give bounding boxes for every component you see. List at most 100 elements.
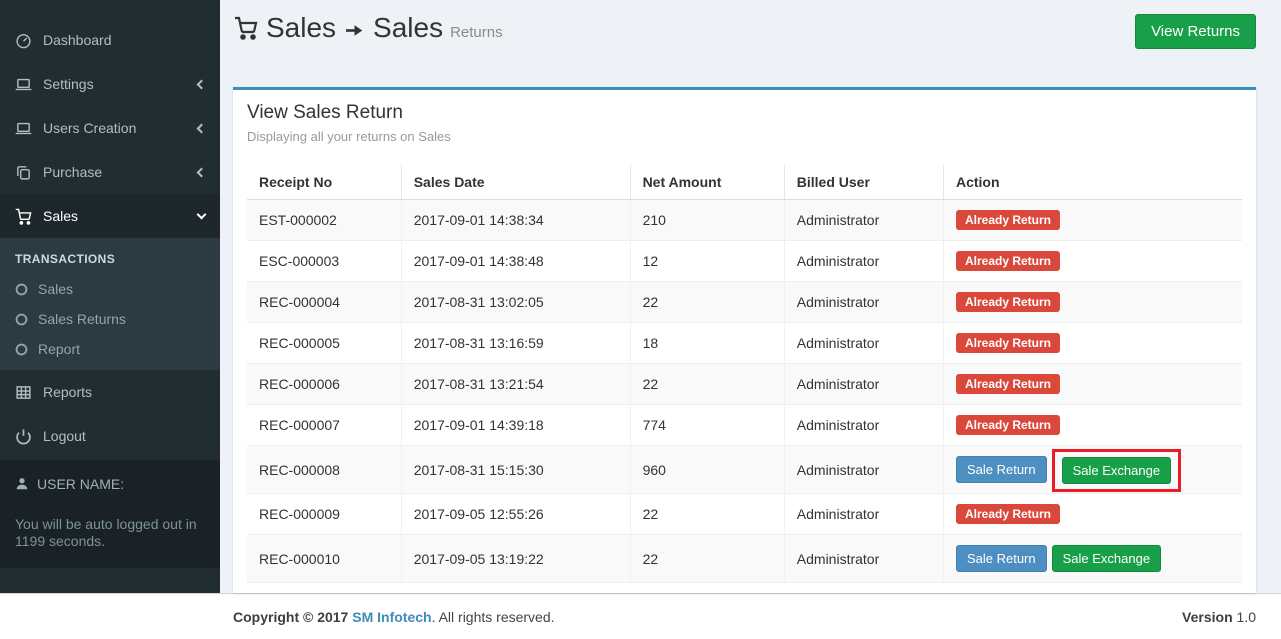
already-return-badge: Already Return	[955, 210, 1060, 230]
action-cell: Already Return	[943, 363, 1242, 405]
table-row: REC-000010 2017-09-05 13:19:22 22 Administr…	[247, 534, 1242, 583]
laptop-icon	[15, 120, 32, 137]
column-header-billed-user: Billed User	[784, 165, 944, 200]
net-amount-cell: 18	[630, 322, 785, 364]
sales-date-cell: 2017-09-01 14:38:34	[401, 199, 631, 241]
sales-date-cell: 2017-08-31 15:15:30	[401, 445, 631, 494]
sale-return-button[interactable]: Sale Return	[955, 456, 1047, 483]
action-cell: Already Return	[943, 199, 1242, 241]
already-return-badge: Already Return	[955, 504, 1060, 524]
user-icon	[15, 477, 29, 491]
chevron-left-icon	[196, 167, 207, 177]
submenu-item-report[interactable]: Report	[0, 334, 220, 364]
sidebar-item-purchase[interactable]: Purchase	[0, 150, 220, 194]
footer: Copyright © 2017 SM Infotech. All rights…	[0, 593, 1281, 639]
billed-user-cell: Administrator	[784, 493, 944, 535]
table-row: EST-000002 2017-09-01 14:38:34 210 Administ…	[247, 199, 1242, 241]
already-return-badge: Already Return	[955, 415, 1060, 435]
breadcrumb-primary: Sales	[266, 12, 337, 43]
version-text: Version 1.0	[1182, 609, 1256, 625]
sales-returns-table-body: EST-000002 2017-09-01 14:38:34 210 Administ…	[247, 199, 1242, 583]
sales-submenu: TRANSACTIONS Sales Sales Returns	[0, 238, 220, 370]
net-amount-cell: 22	[630, 493, 785, 535]
already-return-badge: Already Return	[955, 251, 1060, 271]
net-amount-cell: 22	[630, 363, 785, 405]
sidebar-item-label: Purchase	[43, 164, 103, 180]
receipt-no-cell: REC-000010	[247, 534, 402, 583]
sidebar-item-label: Dashboard	[43, 32, 112, 48]
receipt-no-cell: REC-000006	[247, 363, 402, 405]
net-amount-cell: 22	[630, 281, 785, 323]
circle-icon	[15, 313, 28, 326]
sidebar-item-dashboard[interactable]: Dashboard	[0, 18, 220, 62]
sidebar-item-users-creation[interactable]: Users Creation	[0, 106, 220, 150]
cart-icon	[15, 208, 32, 225]
sidebar-item-reports[interactable]: Reports	[0, 370, 220, 414]
table-row: REC-000005 2017-08-31 13:16:59 18 Administr…	[247, 322, 1242, 364]
sale-exchange-button[interactable]: Sale Exchange	[1051, 545, 1162, 572]
sale-exchange-button[interactable]: Sale Exchange	[1061, 456, 1172, 484]
sidebar-user-panel: USER NAME: You will be auto logged out i…	[0, 460, 220, 568]
content-header: Sales Sales Returns View Returns	[220, 0, 1281, 49]
view-returns-button[interactable]: View Returns	[1135, 14, 1256, 49]
main-content: Sales Sales Returns View Returns View Sa…	[220, 0, 1281, 593]
sidebar-item-logout[interactable]: Logout	[0, 414, 220, 458]
action-cell: Sale Return Sale Exchange	[943, 534, 1242, 583]
sidebar-item-sales[interactable]: Sales	[0, 194, 220, 238]
version-label: Version	[1182, 608, 1233, 625]
sales-date-cell: 2017-09-05 13:19:22	[401, 534, 631, 583]
billed-user-cell: Administrator	[784, 322, 944, 364]
circle-icon	[15, 283, 28, 296]
receipt-no-cell: EST-000002	[247, 199, 402, 241]
column-header-sales-date: Sales Date	[401, 165, 631, 200]
action-cell: Already Return	[943, 404, 1242, 446]
receipt-no-cell: REC-000005	[247, 322, 402, 364]
breadcrumb-secondary: Sales	[373, 12, 444, 43]
table-row: REC-000006 2017-08-31 13:21:54 22 Administr…	[247, 363, 1242, 405]
action-cell: Already Return	[943, 322, 1242, 364]
sidebar: Dashboard Settings Users Creation	[0, 0, 220, 593]
sidebar-item-label: Reports	[43, 384, 93, 400]
arrow-right-icon	[346, 24, 363, 37]
already-return-badge: Already Return	[955, 333, 1060, 353]
submenu-item-sales-returns[interactable]: Sales Returns	[0, 304, 220, 334]
net-amount-cell: 960	[630, 445, 785, 494]
submenu-header: TRANSACTIONS	[15, 252, 116, 266]
action-cell: Already Return	[943, 281, 1242, 323]
already-return-badge: Already Return	[955, 292, 1060, 312]
action-cell: Already Return	[943, 240, 1242, 282]
billed-user-cell: Administrator	[784, 534, 944, 583]
brand-link[interactable]: SM Infotech	[352, 608, 432, 625]
chevron-down-icon	[196, 209, 207, 219]
user-name-row: USER NAME:	[15, 476, 205, 492]
chevron-left-icon	[196, 123, 207, 133]
receipt-no-cell: REC-000009	[247, 493, 402, 535]
already-return-badge: Already Return	[955, 374, 1060, 394]
chevron-left-icon	[196, 79, 207, 89]
receipt-no-cell: REC-000007	[247, 404, 402, 446]
sales-return-panel: View Sales Return Displaying all your re…	[233, 87, 1256, 593]
sales-date-cell: 2017-08-31 13:21:54	[401, 363, 631, 405]
table-row: ESC-000003 2017-09-01 14:38:48 12 Administr…	[247, 240, 1242, 282]
cart-icon	[234, 16, 258, 40]
billed-user-cell: Administrator	[784, 404, 944, 446]
table-header-row: Receipt No Sales Date Net Amount Billed …	[247, 165, 1242, 200]
submenu-item-sales[interactable]: Sales	[0, 274, 220, 304]
circle-icon	[15, 343, 28, 356]
app-window: Dashboard Settings Users Creation	[0, 0, 1281, 593]
action-cell: Sale Return Sale Exchange	[943, 445, 1242, 494]
copyright-text: Copyright © 2017 SM Infotech. All rights…	[233, 609, 555, 625]
breadcrumb-subtitle: Returns	[450, 23, 503, 41]
table-row: REC-000007 2017-09-01 14:39:18 774 Administ…	[247, 404, 1242, 446]
sales-date-cell: 2017-09-01 14:39:18	[401, 404, 631, 446]
receipt-no-cell: REC-000004	[247, 281, 402, 323]
table-icon	[15, 384, 32, 401]
column-header-net-amount: Net Amount	[630, 165, 785, 200]
sale-return-button[interactable]: Sale Return	[955, 545, 1047, 572]
net-amount-cell: 774	[630, 404, 785, 446]
submenu-item-label: Report	[38, 341, 81, 357]
sidebar-item-settings[interactable]: Settings	[0, 62, 220, 106]
net-amount-cell: 22	[630, 534, 785, 583]
copyright-prefix: Copyright © 2017	[233, 608, 353, 625]
net-amount-cell: 210	[630, 199, 785, 241]
